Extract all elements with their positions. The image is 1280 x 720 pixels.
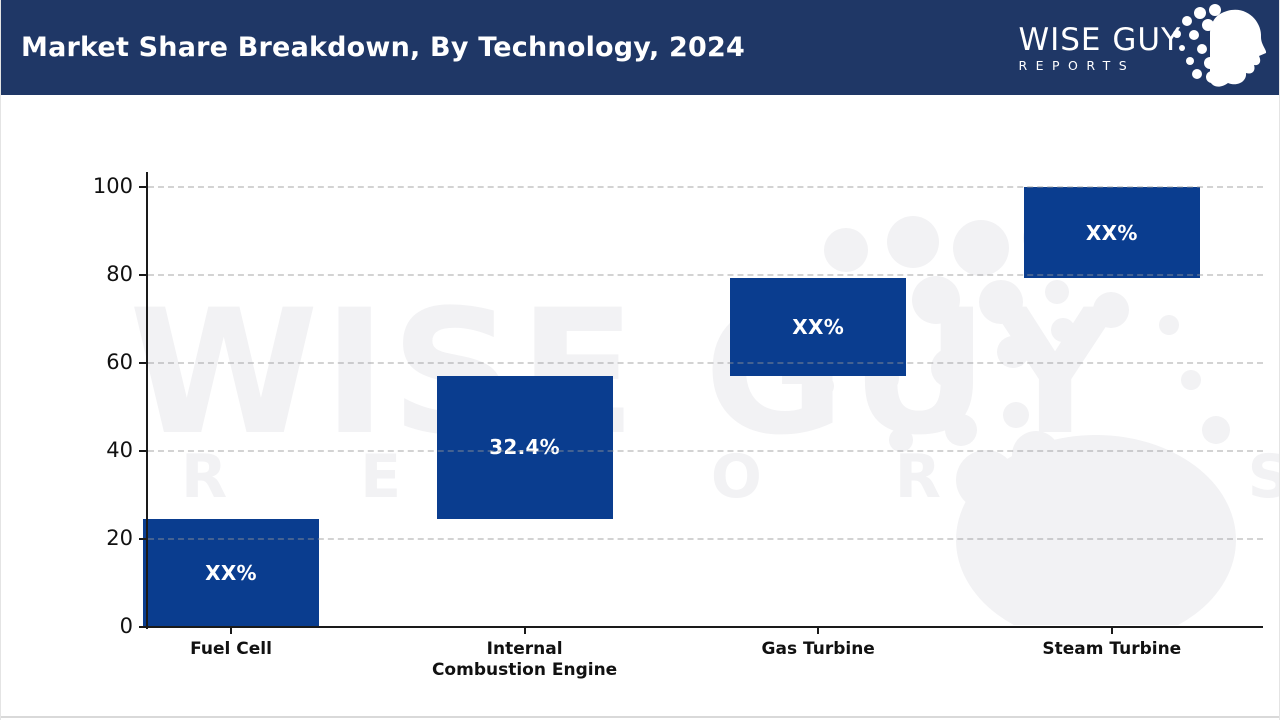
y-tick-label: 40 [106, 438, 133, 462]
x-category-label-line: Steam Turbine [1042, 639, 1182, 659]
brand-subtitle: REPORTS [1018, 57, 1136, 73]
brand-logo-text: WISE GUY REPORTS [1018, 24, 1181, 73]
y-axis-line [146, 172, 148, 629]
bottom-divider [1, 716, 1279, 718]
brand-name: WISE GUY [1018, 21, 1181, 58]
y-gridline [148, 186, 1263, 188]
y-gridline [148, 362, 1263, 364]
y-gridline [148, 538, 1263, 540]
y-tick-label: 100 [92, 174, 133, 198]
bar-gas-turbine: XX% [730, 278, 907, 377]
y-tick-mark [139, 186, 147, 188]
x-category-label: Fuel Cell [81, 639, 381, 660]
x-tick-mark [230, 628, 232, 634]
x-category-label-line: Internal [486, 639, 563, 659]
x-category-label-line: Fuel Cell [190, 639, 272, 659]
y-gridline [148, 450, 1263, 452]
x-axis-line [146, 626, 1263, 628]
bar-value-label: XX% [792, 315, 845, 340]
x-category-label-line: Combustion Engine [431, 660, 618, 680]
x-tick-mark [1110, 628, 1113, 634]
y-tick-label: 0 [119, 614, 133, 638]
chart-title: Market Share Breakdown, By Technology, 2… [21, 32, 746, 63]
x-category-label: Internal Combustion Engine [375, 639, 675, 681]
x-category-label-line: Gas Turbine [761, 639, 875, 659]
bar-value-label: XX% [205, 560, 257, 585]
bar-value-label: XX% [1085, 220, 1138, 245]
header-bar: Market Share Breakdown, By Technology, 2… [1, 0, 1279, 95]
y-tick-mark [139, 362, 147, 364]
bar-fuel-cell: XX% [143, 518, 319, 627]
x-tick-mark [817, 628, 820, 634]
brand-head-icon [1173, 4, 1267, 87]
bar-internal: 32.4% [436, 376, 613, 519]
y-gridline [148, 274, 1263, 276]
y-tick-mark [139, 450, 147, 452]
y-tick-mark [139, 626, 147, 628]
y-tick-mark [139, 538, 147, 540]
x-category-label: Steam Turbine [962, 639, 1262, 660]
watermark-head-dots [795, 216, 1236, 625]
y-tick-label: 80 [106, 262, 133, 286]
bar-steam-turbine: XX% [1023, 187, 1200, 279]
x-category-label: Gas Turbine [668, 639, 968, 660]
brand-logo: WISE GUY REPORTS [1018, 4, 1271, 92]
y-tick-mark [139, 274, 147, 276]
y-tick-label: 20 [106, 526, 133, 550]
x-tick-mark [523, 628, 526, 634]
bar-value-label: 32.4% [489, 435, 561, 460]
y-tick-label: 60 [106, 350, 133, 374]
